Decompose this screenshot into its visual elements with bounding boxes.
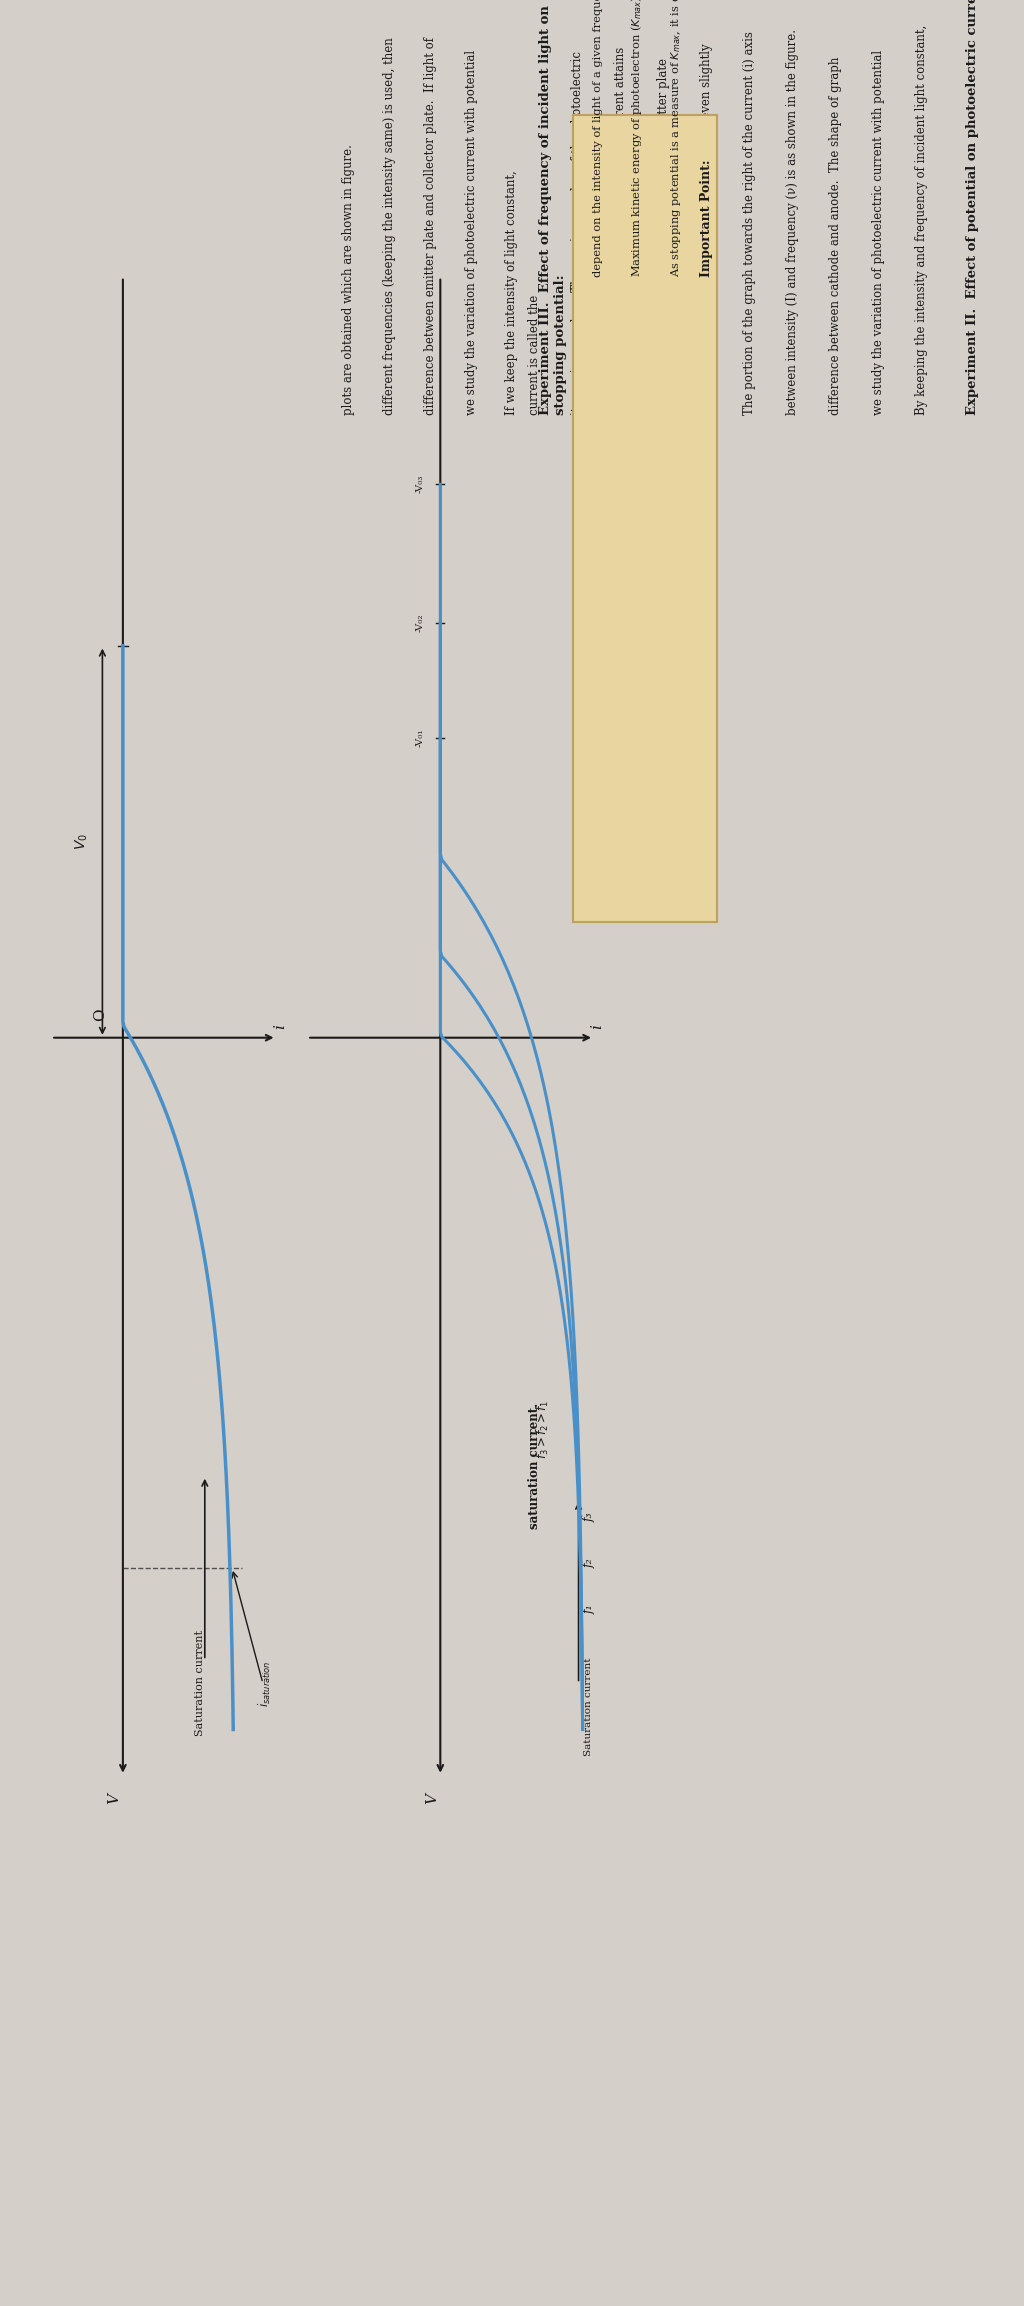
- Text: different frequencies (keeping the intensity same) is used, then: different frequencies (keeping the inten…: [383, 37, 395, 415]
- Text: Saturation current: Saturation current: [195, 1630, 205, 1736]
- Text: V: V: [108, 1794, 122, 1803]
- Text: $i_{saturation}$: $i_{saturation}$: [257, 1660, 273, 1706]
- Text: we study the variation of photoelectric current with potential: we study the variation of photoelectric …: [872, 51, 885, 415]
- Text: (cathode) are collected by anode and soon the current attains: (cathode) are collected by anode and soo…: [614, 46, 627, 415]
- Text: f₁: f₁: [583, 1605, 595, 1614]
- Text: difference between cathode and anode.  The shape of graph: difference between cathode and anode. Th…: [829, 58, 842, 415]
- Text: -V₀₃: -V₀₃: [416, 475, 424, 493]
- Text: O: O: [93, 1008, 108, 1022]
- Text: shows that as the collector plate (anode) is made even slightly: shows that as the collector plate (anode…: [700, 44, 713, 415]
- Text: Important Point:: Important Point:: [700, 159, 713, 277]
- Text: Maximum kinetic energy of photoelectron ($K_{max}$) does not: Maximum kinetic energy of photoelectron …: [630, 0, 644, 277]
- Text: V: V: [425, 1794, 439, 1803]
- Text: $V_0$: $V_0$: [74, 832, 90, 851]
- Text: we study the variation of photoelectric current with potential: we study the variation of photoelectric …: [465, 51, 477, 415]
- Text: difference between emitter plate and collector plate.  If light of: difference between emitter plate and col…: [424, 37, 436, 415]
- Text: depend on the intensity of light of a given frequency.: depend on the intensity of light of a gi…: [593, 0, 603, 277]
- Text: between intensity (I) and frequency (ν) is as shown in the figure.: between intensity (I) and frequency (ν) …: [786, 30, 799, 415]
- Bar: [573, 115, 717, 922]
- Text: $f_3 > f_2 > f_1$: $f_3 > f_2 > f_1$: [535, 1400, 551, 1460]
- Text: current is called the: current is called the: [528, 288, 541, 415]
- Text: f₃: f₃: [583, 1513, 595, 1522]
- Text: positive, almost all the electron ejected by the emitter plate: positive, almost all the electron ejecte…: [657, 58, 670, 415]
- Text: its maximum value.  The maximum value of the photoelectric: its maximum value. The maximum value of …: [571, 51, 584, 415]
- Text: plots are obtained which are shown in figure.: plots are obtained which are shown in fi…: [342, 145, 354, 415]
- Text: i: i: [272, 1024, 287, 1028]
- Text: saturation current.: saturation current.: [528, 1402, 541, 1529]
- Text: Experiment II.  Effect of potential on photoelectric current:: Experiment II. Effect of potential on ph…: [967, 0, 979, 415]
- Text: The portion of the graph towards the right of the current (i) axis: The portion of the graph towards the rig…: [743, 32, 756, 415]
- Text: i: i: [590, 1024, 604, 1028]
- Text: -V₀₁: -V₀₁: [416, 729, 424, 747]
- Text: f₂: f₂: [583, 1559, 595, 1568]
- Text: If we keep the intensity of light constant,: If we keep the intensity of light consta…: [506, 171, 518, 415]
- Text: As stopping potential is a measure of $K_{max}$, it is obvious that:: As stopping potential is a measure of $K…: [669, 0, 683, 277]
- Text: By keeping the intensity and frequency of incident light constant,: By keeping the intensity and frequency o…: [915, 25, 928, 415]
- Text: -V₀₂: -V₀₂: [416, 613, 424, 632]
- Text: Saturation current: Saturation current: [584, 1658, 593, 1755]
- Text: Experiment III.  Effect of frequency of incident light on
stopping potential:: Experiment III. Effect of frequency of i…: [539, 5, 567, 415]
